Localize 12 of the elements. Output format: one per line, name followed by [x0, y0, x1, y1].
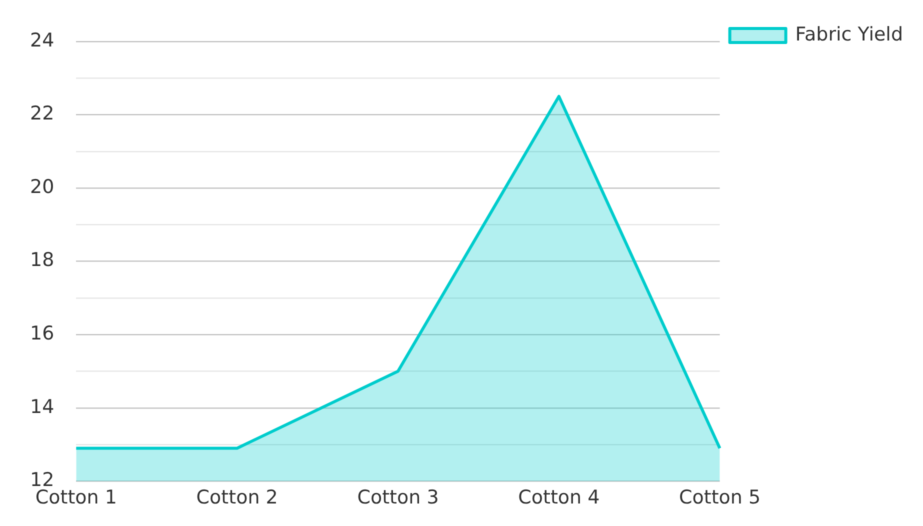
x-tick-label: Cotton 2	[196, 486, 278, 509]
y-tick-label: 20	[30, 176, 54, 198]
y-tick-label: 14	[30, 396, 54, 418]
y-tick-label: 16	[30, 322, 54, 345]
x-tick-label: Cotton 1	[35, 486, 117, 509]
y-tick-label: 22	[30, 102, 54, 125]
x-tick-label: Cotton 5	[679, 486, 761, 509]
y-tick-label: 24	[30, 29, 54, 52]
x-tick-label: Cotton 4	[518, 486, 600, 509]
x-tick-label: Cotton 3	[357, 486, 439, 509]
legend-label: Fabric Yield	[795, 23, 903, 46]
y-tick-label: 18	[30, 249, 54, 272]
